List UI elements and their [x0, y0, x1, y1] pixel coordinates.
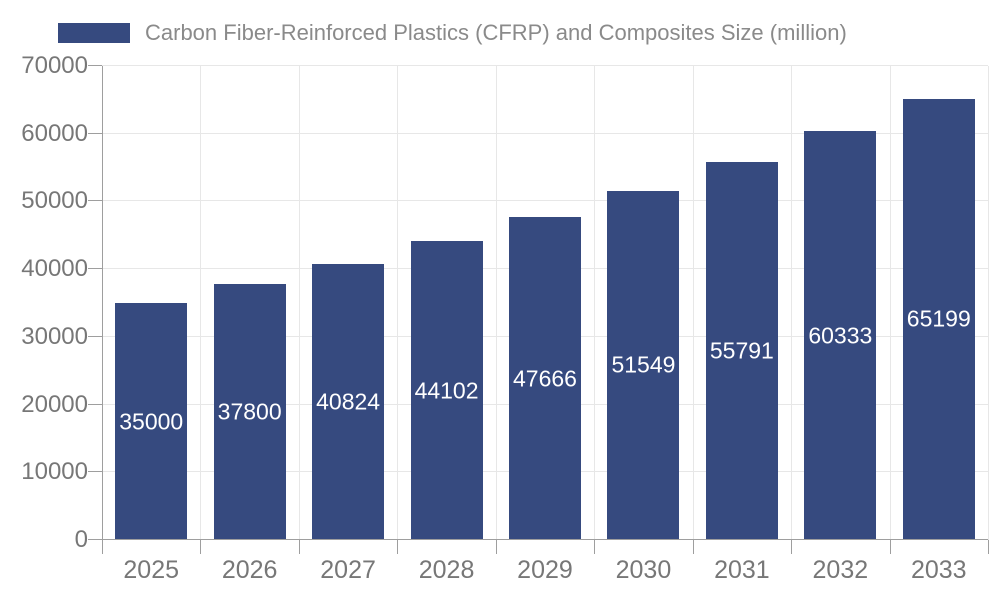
bar-value-label: 51549 — [611, 351, 676, 378]
y-axis-tick — [88, 403, 102, 405]
x-tick-label: 2029 — [517, 556, 573, 584]
y-axis-tick — [88, 268, 102, 270]
gridline-vertical — [988, 66, 989, 540]
x-axis-tick — [397, 540, 399, 554]
y-tick-label: 30000 — [21, 322, 88, 350]
x-tick-label: 2028 — [418, 556, 475, 584]
bar-value-label: 44102 — [414, 377, 479, 404]
y-axis-line — [102, 66, 103, 554]
bar[interactable]: 65199 — [902, 98, 975, 540]
x-axis-tick — [988, 540, 989, 554]
bar-value-label: 47666 — [513, 365, 577, 392]
bar[interactable]: 60333 — [804, 131, 877, 540]
bar-value-label: 65199 — [906, 305, 971, 332]
gridline-horizontal — [102, 65, 988, 66]
y-tick-label: 10000 — [21, 458, 88, 486]
x-axis-tick — [102, 540, 103, 554]
gridline-vertical — [298, 66, 300, 540]
x-axis-tick — [889, 540, 891, 554]
gridline-vertical — [692, 66, 694, 540]
y-tick-label: 50000 — [21, 187, 88, 215]
gridline-vertical — [889, 66, 891, 540]
bar[interactable]: 47666 — [509, 217, 581, 540]
x-axis-tick — [200, 540, 202, 554]
gridline-vertical — [594, 66, 596, 540]
x-tick-label: 2031 — [714, 556, 770, 584]
legend-label: Carbon Fiber-Reinforced Plastics (CFRP) … — [145, 20, 847, 45]
x-axis-tick — [791, 540, 793, 554]
bar[interactable]: 40824 — [312, 263, 385, 540]
y-tick-label: 20000 — [21, 390, 88, 418]
y-axis-tick — [88, 65, 102, 66]
gridline-vertical — [791, 66, 793, 540]
y-tick-label: 0 — [74, 526, 88, 553]
y-axis-labels: 0 10000 20000 30000 40000 50000 60000 70000 — [0, 54, 88, 552]
bar-value-label: 35000 — [119, 408, 184, 434]
bar[interactable]: 44102 — [410, 241, 483, 540]
y-axis-tick — [88, 335, 102, 337]
y-axis-tick — [88, 132, 102, 134]
x-axis-labels: 2025 2026 2027 2028 2029 2030 2031 2032 2033 — [102, 554, 988, 588]
gridline-horizontal — [102, 132, 988, 134]
y-axis-tick — [88, 471, 102, 473]
y-axis-tick — [88, 539, 102, 540]
gridline-horizontal — [102, 200, 988, 202]
bar-value-label: 40824 — [316, 388, 381, 415]
bar[interactable]: 55791 — [705, 162, 778, 540]
legend-swatch — [58, 23, 130, 43]
y-axis-tick — [88, 200, 102, 202]
y-tick-label: 70000 — [21, 52, 88, 79]
gridline-vertical — [200, 66, 202, 540]
x-axis-tick — [495, 540, 497, 554]
x-tick-label: 2033 — [910, 556, 967, 584]
bar[interactable]: 37800 — [213, 284, 286, 540]
bar[interactable]: 51549 — [607, 190, 680, 540]
x-tick-label: 2030 — [615, 556, 672, 584]
gridline-vertical — [397, 66, 399, 540]
x-tick-label: 2025 — [123, 556, 180, 584]
y-tick-label: 60000 — [21, 119, 88, 147]
x-tick-label: 2027 — [320, 556, 376, 584]
chart-legend[interactable]: Carbon Fiber-Reinforced Plastics (CFRP) … — [58, 13, 847, 53]
y-tick-label: 40000 — [21, 255, 88, 283]
x-axis-tick — [594, 540, 596, 554]
plot-area: 35000 37800 40824 44102 47666 51549 55791 60333… — [88, 65, 989, 554]
bar-value-label: 55791 — [709, 337, 774, 364]
x-tick-label: 2032 — [812, 556, 869, 584]
x-axis-line — [102, 539, 988, 540]
bar-value-label: 37800 — [217, 398, 282, 425]
x-axis-tick — [692, 540, 694, 554]
bar[interactable]: 35000 — [115, 303, 188, 540]
x-tick-label: 2026 — [221, 556, 278, 584]
x-axis-tick — [298, 540, 300, 554]
gridline-vertical — [495, 66, 497, 540]
bar-value-label: 60333 — [808, 322, 873, 349]
